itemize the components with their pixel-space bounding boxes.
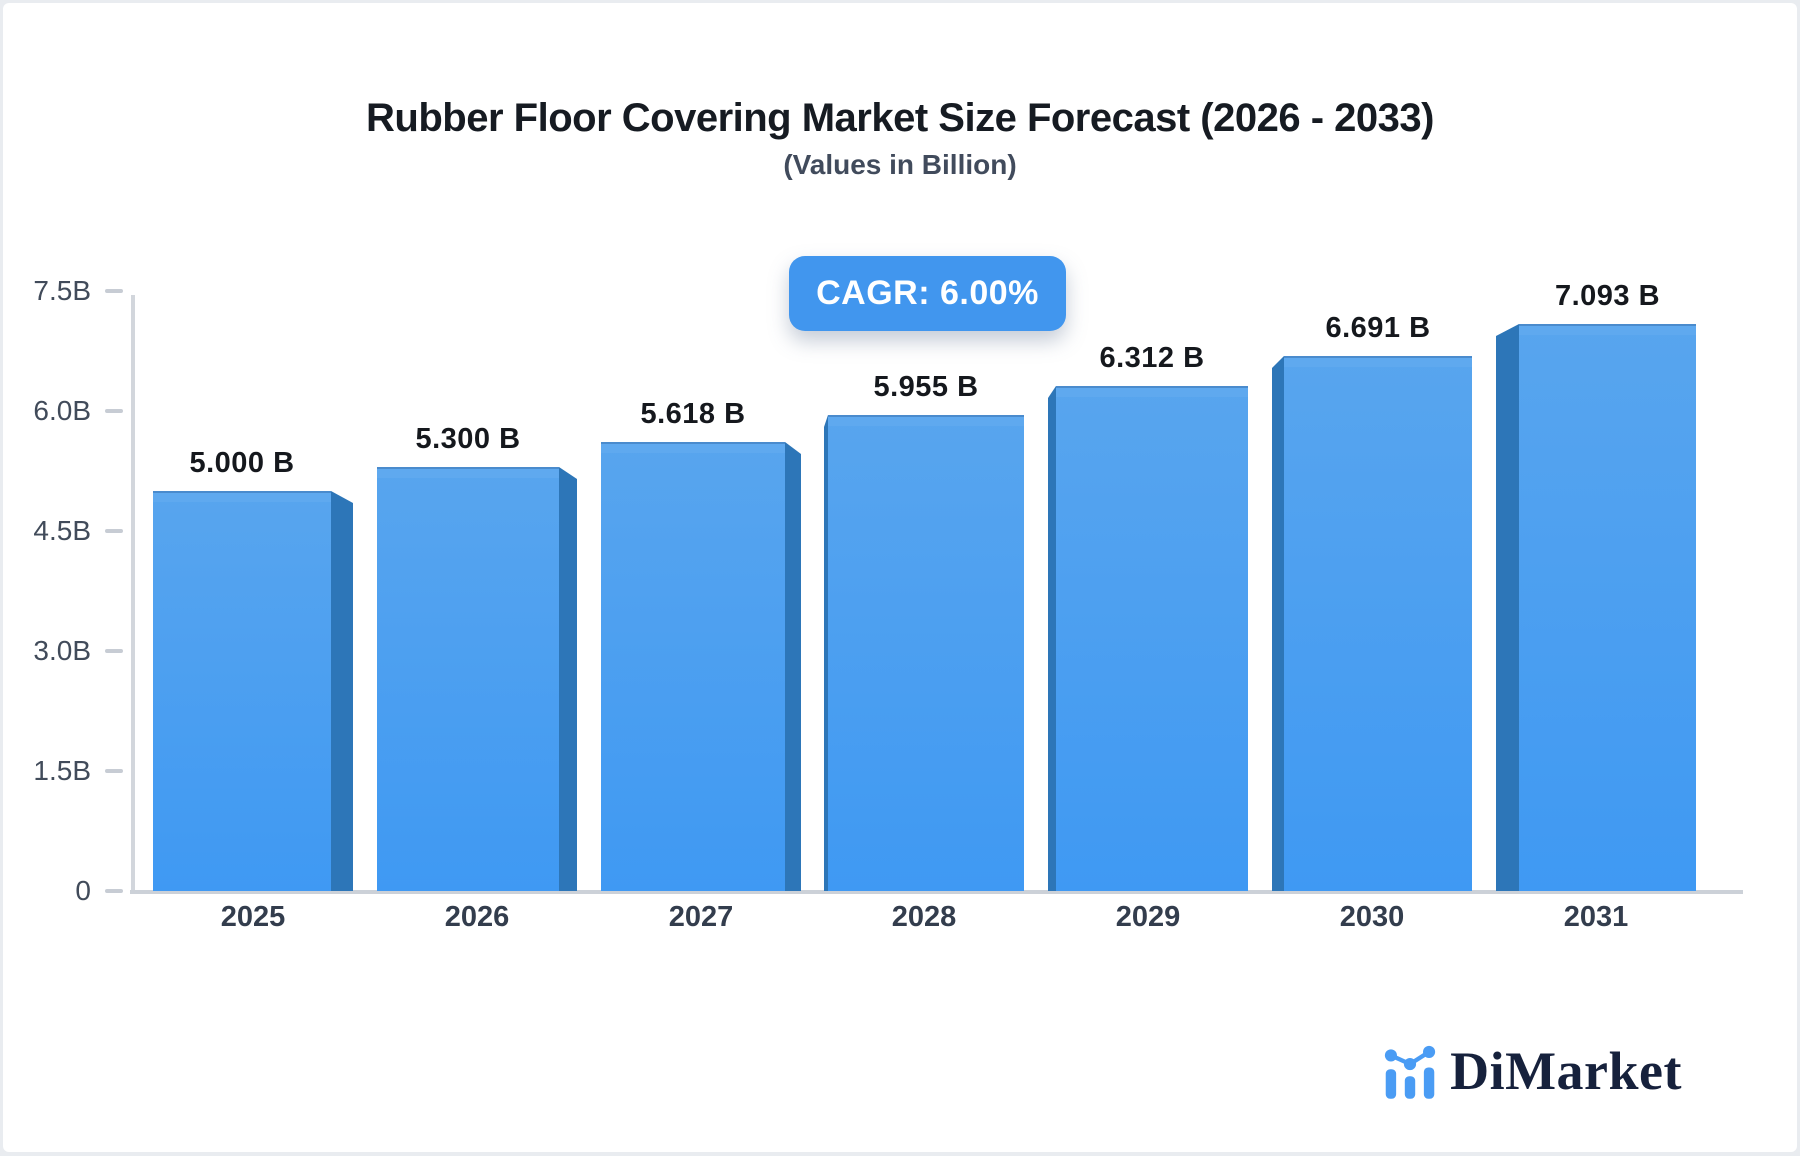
y-axis-tick-label: 6.0B bbox=[33, 395, 91, 426]
bar-side-face bbox=[559, 467, 577, 891]
bar-2029 bbox=[1048, 386, 1248, 891]
y-axis-tick-mark bbox=[105, 649, 123, 653]
bar-side-face bbox=[785, 442, 801, 891]
bar-side-face bbox=[824, 415, 828, 891]
bar-front-face bbox=[153, 491, 331, 891]
bar-top-face bbox=[1519, 324, 1696, 335]
y-axis-tick-label: 7.5B bbox=[33, 275, 91, 306]
chart-card: Rubber Floor Covering Market Size Foreca… bbox=[3, 3, 1797, 1152]
cagr-badge-label: CAGR: 6.00% bbox=[816, 274, 1039, 312]
bar-top-face bbox=[601, 442, 785, 453]
bar-front-face bbox=[1056, 386, 1248, 891]
bar-side-face bbox=[1272, 356, 1284, 891]
bar-2031 bbox=[1496, 324, 1696, 891]
bar-top-face bbox=[1284, 356, 1472, 367]
y-axis-tick-mark bbox=[105, 769, 123, 773]
chart-title: Rubber Floor Covering Market Size Foreca… bbox=[366, 96, 1434, 140]
y-axis-tick-mark bbox=[105, 889, 123, 893]
chart-subtitle: (Values in Billion) bbox=[783, 149, 1017, 180]
bar-value-label: 5.000 B bbox=[189, 447, 295, 479]
y-axis-tick-mark bbox=[105, 409, 123, 413]
x-axis-label-2031: 2031 bbox=[1563, 901, 1629, 933]
bar-value-label: 6.691 B bbox=[1325, 312, 1431, 344]
bar-value-label: 5.618 B bbox=[640, 398, 746, 430]
bar-value-label: 6.312 B bbox=[1099, 342, 1205, 374]
bar-front-face bbox=[1284, 356, 1472, 891]
bar-2027 bbox=[601, 442, 801, 891]
bar-side-face bbox=[1496, 324, 1519, 891]
y-axis-tick-label: 3.0B bbox=[33, 635, 91, 666]
bar-top-face bbox=[828, 415, 1024, 426]
y-axis-tick-label: 1.5B bbox=[33, 755, 91, 786]
bar-front-face bbox=[828, 415, 1024, 891]
x-axis-label-2027: 2027 bbox=[668, 901, 734, 933]
bar-value-label: 5.955 B bbox=[873, 371, 979, 403]
y-axis-tick-mark bbox=[105, 289, 123, 293]
bar-chart-sparkline-icon bbox=[1384, 1045, 1436, 1099]
bar-front-face bbox=[1519, 324, 1696, 891]
x-axis-label-2025: 2025 bbox=[220, 901, 286, 933]
brand-logo: DiMarket bbox=[1384, 1033, 1682, 1109]
bar-front-face bbox=[377, 467, 559, 891]
y-axis-tick-mark bbox=[105, 529, 123, 533]
x-axis-baseline bbox=[130, 890, 1743, 894]
x-axis-label-2030: 2030 bbox=[1339, 901, 1405, 933]
x-axis-label-2026: 2026 bbox=[444, 901, 510, 933]
bar-top-face bbox=[377, 467, 559, 478]
bar-value-label: 7.093 B bbox=[1554, 280, 1661, 312]
bar-2030 bbox=[1272, 356, 1472, 891]
bar-top-face bbox=[1056, 386, 1248, 397]
bar-front-face bbox=[601, 442, 785, 891]
bar-2026 bbox=[377, 467, 577, 891]
bar-side-face bbox=[331, 491, 353, 891]
cagr-badge: CAGR: 6.00% bbox=[789, 256, 1066, 331]
bar-value-label: 5.300 B bbox=[415, 423, 521, 455]
bar-top-face bbox=[153, 491, 331, 502]
x-axis-label-2028: 2028 bbox=[891, 901, 957, 933]
bar-side-face bbox=[1048, 386, 1056, 891]
y-axis-tick-label: 4.5B bbox=[33, 515, 91, 546]
y-axis-tick-label: 0 bbox=[75, 875, 91, 906]
x-axis-label-2029: 2029 bbox=[1115, 901, 1181, 933]
bar-2025 bbox=[153, 491, 353, 891]
brand-name: DiMarket bbox=[1450, 1041, 1682, 1101]
bar-2028 bbox=[824, 415, 1024, 891]
y-axis-line bbox=[131, 295, 135, 891]
